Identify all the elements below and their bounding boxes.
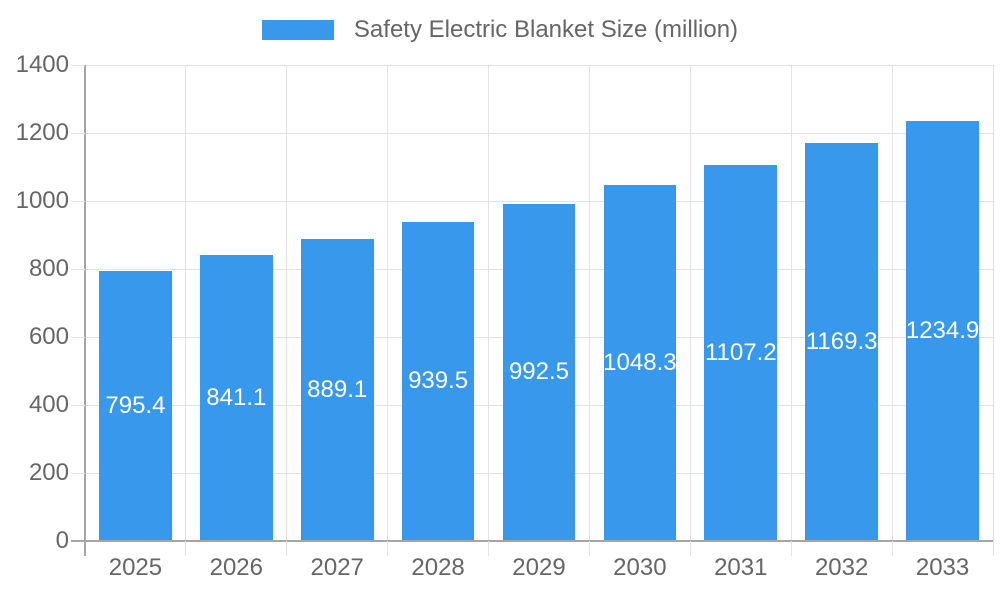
x-axis-line: [71, 540, 993, 542]
y-axis-line: [84, 65, 86, 556]
x-tick-mark: [387, 541, 389, 556]
bar-value-label: 1169.3: [805, 328, 878, 356]
x-tick-label: 2025: [108, 554, 163, 581]
h-gridline: [85, 200, 993, 202]
x-tick-mark: [588, 541, 590, 556]
bar-value-label: 841.1: [206, 384, 267, 412]
bar: 992.5: [502, 203, 576, 541]
x-tick-mark: [992, 541, 994, 556]
bar: 841.1: [200, 255, 273, 541]
x-tick-mark: [488, 541, 490, 556]
x-tick-mark: [286, 541, 288, 556]
plot-area: 795.4 841.1 889.1 939.5 992.5 1048.3 1107.2 116…: [85, 64, 994, 541]
y-tick-label: 400: [28, 391, 69, 418]
x-tick-label: 2029: [512, 554, 566, 581]
bar: 1234.9: [906, 121, 979, 541]
v-gridline: [689, 65, 691, 541]
y-tick-mark: [71, 336, 85, 338]
bar-value-label: 1107.2: [704, 338, 777, 366]
y-tick-label: 1000: [15, 187, 69, 214]
bar-value-label: 1048.3: [603, 348, 677, 376]
h-gridline: [85, 64, 993, 66]
y-tick-label: 800: [28, 255, 69, 282]
bar: 1107.2: [704, 164, 778, 541]
v-gridline: [488, 65, 490, 541]
y-tick-mark: [71, 268, 85, 270]
x-tick-mark: [891, 541, 893, 556]
x-tick-label: 2030: [613, 554, 667, 581]
x-tick-label: 2027: [310, 554, 364, 581]
y-tick-mark: [71, 132, 85, 134]
bar: 1169.3: [805, 143, 878, 541]
x-tick-label: 2031: [714, 554, 768, 581]
x-tick-label: 2032: [814, 554, 869, 581]
bar: 889.1: [300, 238, 374, 541]
bar: 1048.3: [603, 184, 677, 541]
v-gridline: [286, 65, 288, 541]
v-gridline: [790, 65, 792, 541]
v-gridline: [588, 65, 590, 541]
y-tick-label: 200: [28, 459, 69, 486]
h-gridline: [85, 132, 993, 134]
y-tick-mark: [71, 64, 85, 66]
bar-value-label: 1234.9: [905, 317, 980, 345]
y-tick-label: 600: [28, 323, 69, 350]
y-tick-mark: [71, 472, 85, 474]
x-tick-label: 2026: [209, 554, 263, 581]
v-gridline: [891, 65, 893, 541]
bar-value-label: 939.5: [408, 367, 469, 395]
legend-label: Safety Electric Blanket Size (million): [353, 16, 739, 43]
y-tick-label: 1200: [15, 119, 69, 146]
bar: 939.5: [401, 221, 475, 541]
y-tick-label: 0: [55, 527, 69, 554]
x-tick-mark: [185, 541, 187, 556]
x-tick-mark: [790, 541, 792, 556]
v-gridline: [992, 65, 994, 541]
bar-value-label: 795.4: [105, 391, 166, 419]
x-tick-label: 2033: [915, 554, 970, 581]
v-gridline: [387, 65, 389, 541]
legend-swatch: [261, 20, 334, 40]
legend-item[interactable]: Safety Electric Blanket Size (million): [0, 16, 1000, 44]
y-tick-mark: [71, 200, 85, 202]
x-tick-label: 2028: [411, 554, 465, 581]
y-tick-mark: [71, 404, 85, 406]
v-gridline: [185, 65, 187, 541]
bar-value-label: 889.1: [307, 375, 368, 403]
y-tick-label: 1400: [15, 51, 69, 78]
x-tick-mark: [689, 541, 691, 556]
bar-value-label: 992.5: [508, 358, 570, 386]
bar: 795.4: [99, 270, 172, 541]
